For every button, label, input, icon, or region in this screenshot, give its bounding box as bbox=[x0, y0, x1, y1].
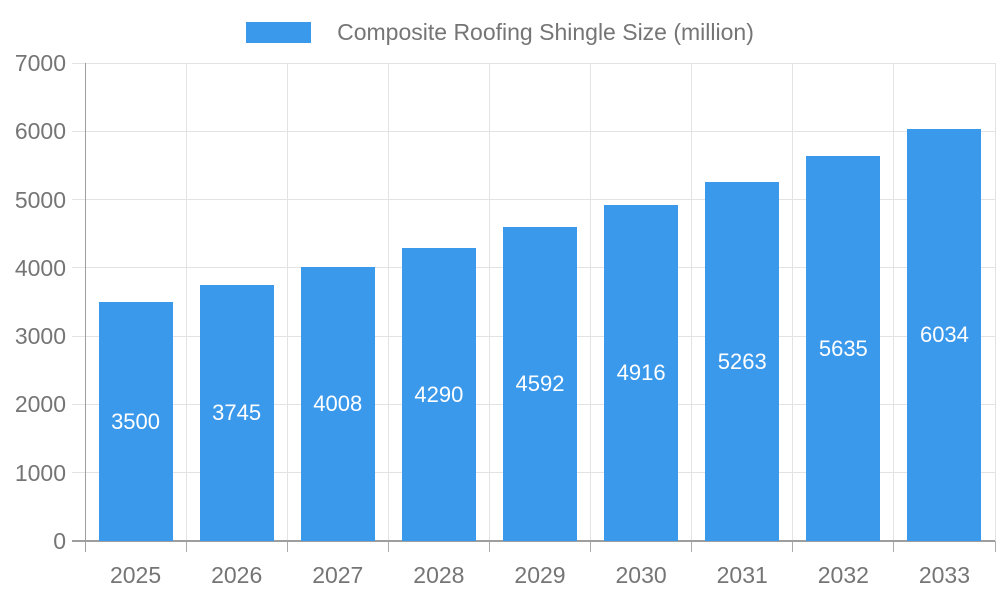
x-axis-label: 2033 bbox=[918, 562, 971, 588]
x-axis-tick bbox=[792, 541, 794, 552]
x-axis-tick bbox=[185, 541, 187, 552]
legend[interactable]: Composite Roofing Shingle Size (million) bbox=[0, 14, 1000, 50]
y-axis-label: 6000 bbox=[14, 118, 66, 145]
gridline-v bbox=[185, 63, 187, 541]
gridline-v bbox=[387, 63, 389, 541]
bar-value-label: 4290 bbox=[414, 381, 464, 407]
bar-2031[interactable]: 5263 bbox=[705, 182, 780, 541]
bar-value-label: 4008 bbox=[313, 391, 363, 416]
x-axis-label: 2029 bbox=[514, 562, 566, 588]
x-axis-label: 2026 bbox=[211, 562, 263, 588]
gridline-v bbox=[590, 63, 592, 541]
gridline-v bbox=[792, 63, 794, 541]
x-axis-tick bbox=[893, 541, 895, 552]
bar-value-label: 4592 bbox=[515, 371, 565, 396]
bar-2029[interactable]: 4592 bbox=[503, 227, 577, 541]
y-axis-label: 0 bbox=[53, 528, 66, 554]
x-axis-tick bbox=[387, 541, 389, 552]
x-axis-label: 2028 bbox=[413, 562, 465, 588]
bar-2027[interactable]: 4008 bbox=[300, 267, 375, 541]
x-axis-tick bbox=[691, 541, 693, 552]
gridline-v bbox=[893, 63, 895, 541]
bar-2028[interactable]: 4290 bbox=[401, 248, 476, 541]
x-axis-line bbox=[72, 540, 995, 542]
y-axis-label: 5000 bbox=[14, 186, 66, 213]
bar-2033[interactable]: 6034 bbox=[907, 129, 982, 541]
gridline-h bbox=[72, 130, 995, 132]
bar-value-label: 5635 bbox=[818, 335, 868, 361]
y-axis-label: 4000 bbox=[14, 254, 66, 281]
x-axis-tick bbox=[488, 541, 490, 552]
bar-2030[interactable]: 4916 bbox=[604, 205, 679, 541]
bar-value-label: 3500 bbox=[111, 408, 161, 434]
bar-value-label: 6034 bbox=[919, 322, 969, 347]
x-axis-tick bbox=[994, 541, 996, 552]
y-axis-label: 7000 bbox=[14, 50, 66, 76]
x-axis-label: 2027 bbox=[312, 562, 364, 588]
y-axis-label: 1000 bbox=[14, 459, 66, 486]
legend-swatch bbox=[246, 21, 312, 43]
x-axis-label: 2025 bbox=[109, 562, 162, 588]
y-axis-label: 2000 bbox=[14, 391, 66, 418]
gridline-v bbox=[691, 63, 693, 541]
x-axis-tick bbox=[286, 541, 288, 552]
bar-value-label: 4916 bbox=[616, 360, 666, 385]
x-axis-label: 2030 bbox=[615, 562, 667, 588]
gridline-h bbox=[72, 62, 995, 64]
y-axis-line bbox=[84, 63, 86, 552]
bar-value-label: 5263 bbox=[717, 348, 767, 374]
gridline-v bbox=[286, 63, 288, 541]
x-axis-tick bbox=[590, 541, 592, 552]
bar-2025[interactable]: 3500 bbox=[98, 302, 173, 541]
y-axis-label: 3000 bbox=[14, 323, 66, 350]
x-axis-label: 2032 bbox=[817, 562, 869, 588]
x-axis-label: 2031 bbox=[716, 562, 768, 588]
gridline-v bbox=[488, 63, 490, 541]
legend-label: Composite Roofing Shingle Size (million) bbox=[337, 18, 754, 45]
bar-2032[interactable]: 5635 bbox=[806, 156, 881, 541]
bar-2026[interactable]: 3745 bbox=[199, 285, 274, 541]
gridline-h bbox=[72, 199, 995, 201]
bar-value-label: 3745 bbox=[212, 400, 262, 425]
gridline-v bbox=[994, 63, 996, 541]
